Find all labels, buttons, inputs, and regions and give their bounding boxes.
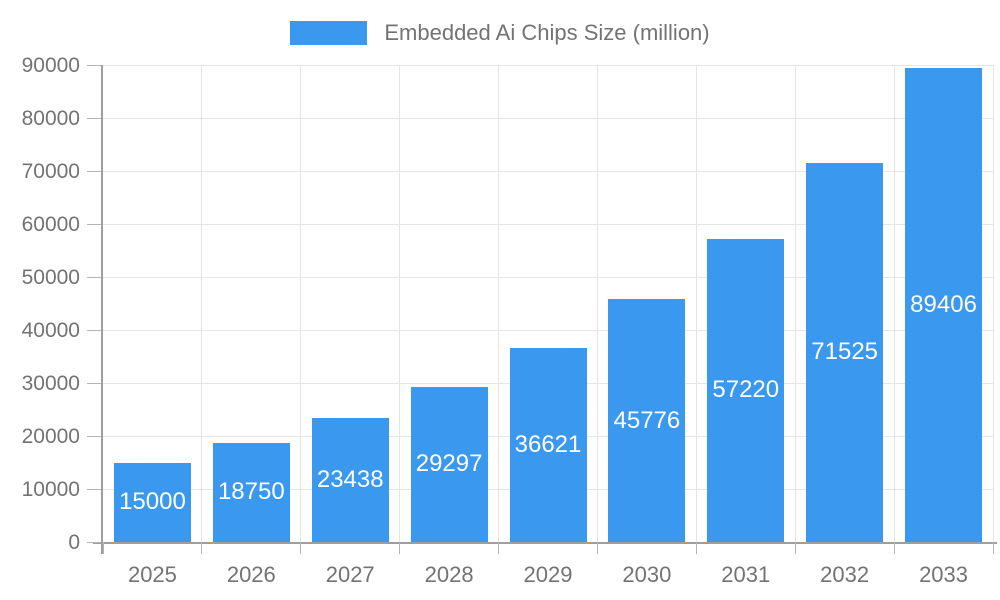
bar-value-label: 18750 bbox=[217, 478, 285, 506]
bar-value-label: 29297 bbox=[415, 450, 483, 478]
y-gridline bbox=[103, 276, 993, 278]
x-axis-tick bbox=[893, 542, 895, 554]
x-gridline bbox=[596, 65, 598, 542]
x-tick-label: 2028 bbox=[424, 562, 474, 587]
bar-value-label: 57220 bbox=[712, 376, 780, 404]
x-tick-label: 2031 bbox=[721, 562, 771, 587]
bar-2026[interactable]: 18750 bbox=[212, 442, 290, 542]
y-gridline bbox=[103, 329, 993, 331]
bar-2032[interactable]: 71525 bbox=[806, 162, 884, 542]
y-gridline bbox=[103, 223, 993, 225]
y-gridline bbox=[103, 170, 993, 172]
bar-2028[interactable]: 29297 bbox=[410, 386, 488, 542]
x-axis-line bbox=[93, 542, 997, 544]
legend-label: Embedded Ai Chips Size (million) bbox=[384, 20, 710, 45]
x-tick-label: 2030 bbox=[622, 562, 672, 587]
x-tick-label: 2025 bbox=[127, 562, 177, 587]
y-tick-label: 20000 bbox=[21, 425, 80, 448]
bar-value-label: 45776 bbox=[613, 406, 681, 434]
x-gridline bbox=[992, 65, 994, 542]
x-gridline bbox=[201, 65, 203, 542]
bar-2031[interactable]: 57220 bbox=[707, 238, 785, 542]
bar-value-label: 15000 bbox=[119, 488, 186, 516]
y-axis-tick bbox=[87, 541, 101, 543]
x-axis-tick bbox=[794, 542, 796, 554]
x-tick-label: 2032 bbox=[820, 562, 870, 587]
bar-2025[interactable]: 15000 bbox=[113, 462, 191, 542]
y-axis-tick bbox=[87, 223, 101, 225]
x-axis-tick bbox=[300, 542, 302, 554]
bar-value-label: 89406 bbox=[910, 291, 977, 319]
x-gridline bbox=[893, 65, 895, 542]
y-tick-label: 50000 bbox=[21, 266, 80, 289]
y-tick-label: 60000 bbox=[21, 213, 80, 236]
x-tick-label: 2026 bbox=[226, 562, 276, 587]
x-axis-tick bbox=[102, 542, 104, 554]
y-axis-tick bbox=[87, 276, 101, 278]
bar-2033[interactable]: 89406 bbox=[905, 68, 983, 542]
chart-legend[interactable]: Embedded Ai Chips Size (million) bbox=[0, 18, 1000, 48]
y-tick-label: 30000 bbox=[21, 372, 80, 395]
x-axis-tick bbox=[596, 542, 598, 554]
y-gridline bbox=[103, 64, 993, 66]
bar-value-label: 23438 bbox=[316, 465, 384, 493]
y-axis-tick bbox=[87, 488, 101, 490]
y-tick-label: 10000 bbox=[21, 478, 80, 501]
x-tick-label: 2033 bbox=[919, 562, 969, 587]
y-axis-tick bbox=[87, 64, 101, 66]
x-axis-tick bbox=[399, 542, 401, 554]
y-tick-label: 0 bbox=[68, 531, 80, 554]
y-gridline bbox=[103, 117, 993, 119]
x-axis-tick bbox=[201, 542, 203, 554]
legend-color-swatch bbox=[290, 21, 368, 45]
bar-2027[interactable]: 23438 bbox=[311, 417, 389, 542]
x-axis-tick bbox=[695, 542, 697, 554]
x-gridline bbox=[399, 65, 401, 542]
x-axis-tick bbox=[992, 542, 994, 554]
y-tick-label: 40000 bbox=[21, 319, 80, 342]
y-tick-label: 80000 bbox=[21, 107, 80, 130]
x-gridline bbox=[300, 65, 302, 542]
bar-value-label: 36621 bbox=[514, 430, 582, 458]
x-gridline bbox=[695, 65, 697, 542]
y-tick-label: 90000 bbox=[21, 54, 80, 77]
y-axis-tick bbox=[87, 117, 101, 119]
y-tick-label: 70000 bbox=[21, 160, 80, 183]
y-axis-tick bbox=[87, 170, 101, 172]
x-tick-label: 2029 bbox=[523, 562, 573, 587]
x-axis-tick bbox=[498, 542, 500, 554]
x-tick-label: 2027 bbox=[325, 562, 375, 587]
x-gridline bbox=[498, 65, 500, 542]
bar-2030[interactable]: 45776 bbox=[608, 299, 686, 542]
y-axis-tick bbox=[87, 435, 101, 437]
y-axis-line bbox=[101, 65, 103, 554]
y-axis-tick bbox=[87, 382, 101, 384]
y-axis-tick bbox=[87, 329, 101, 331]
bar-value-label: 71525 bbox=[811, 338, 879, 366]
x-gridline bbox=[794, 65, 796, 542]
bar-2029[interactable]: 36621 bbox=[509, 347, 587, 542]
